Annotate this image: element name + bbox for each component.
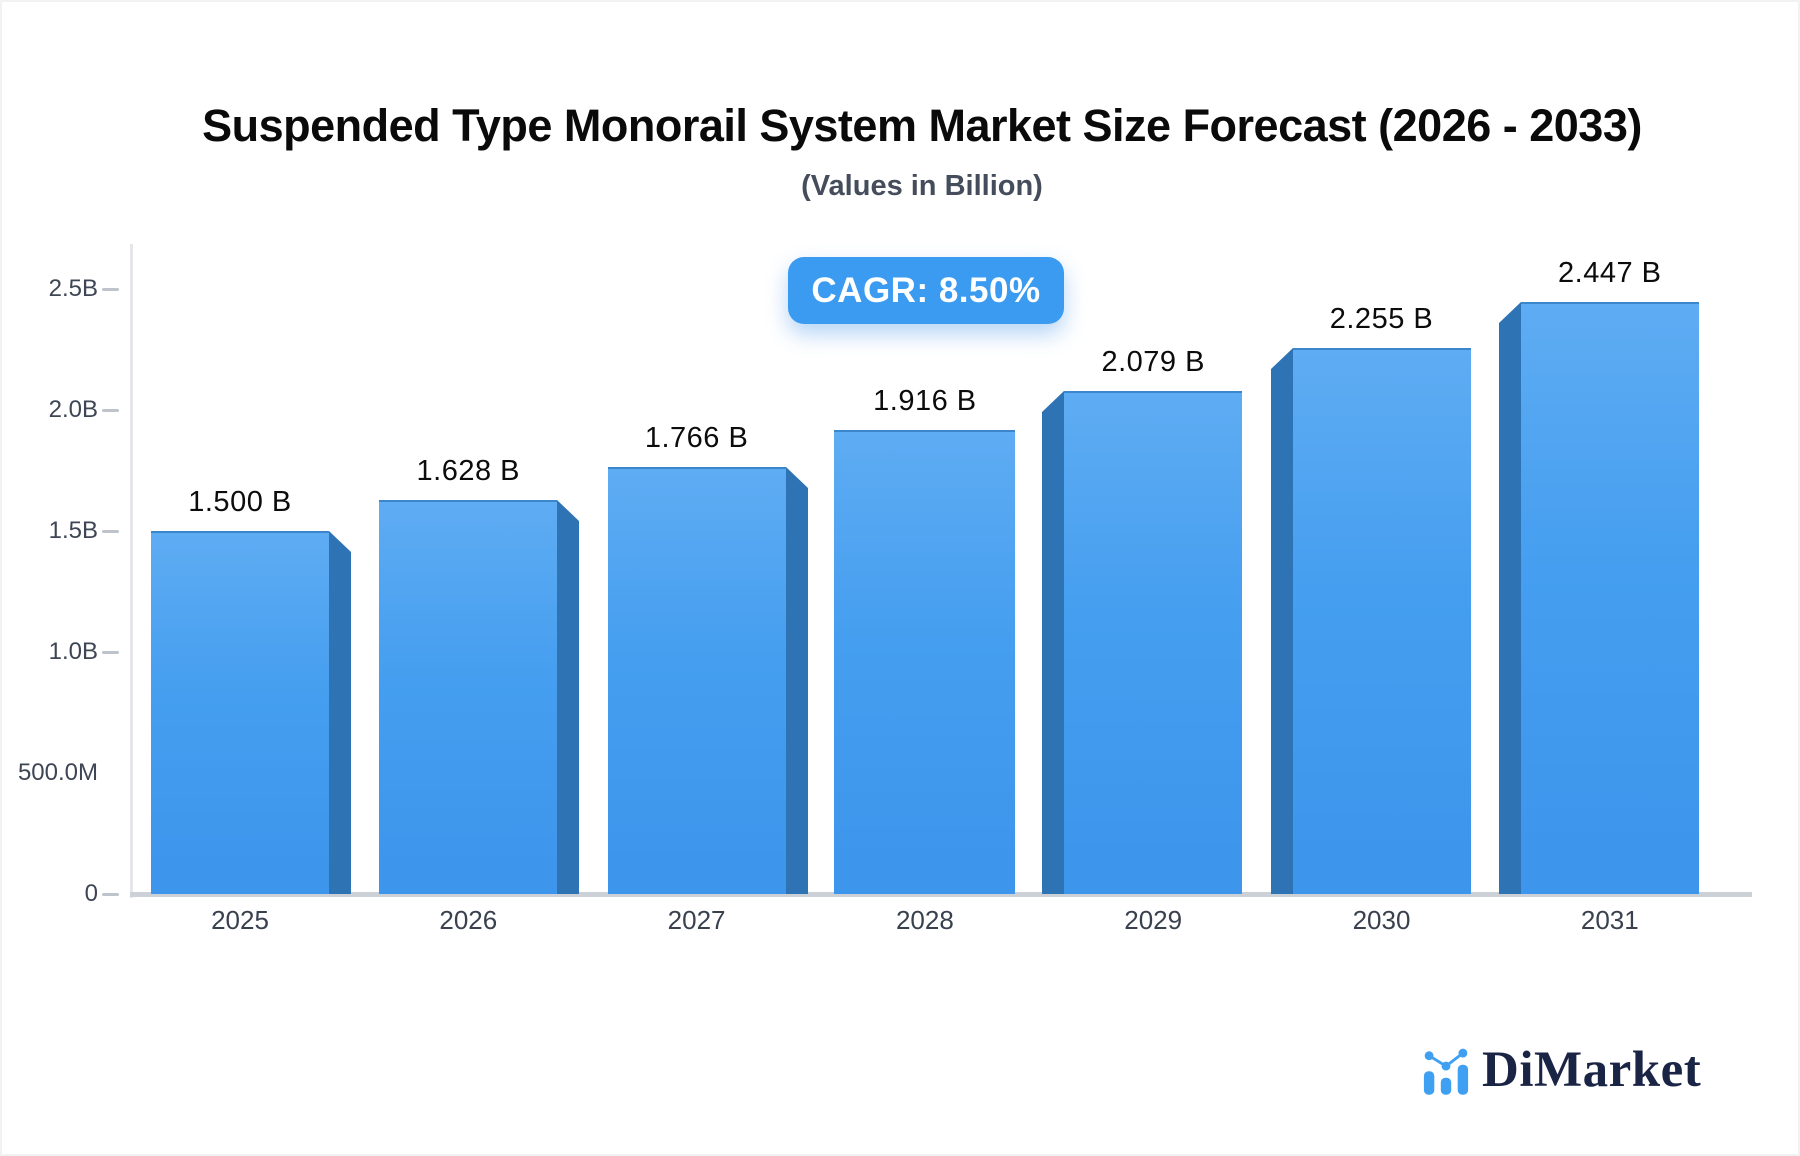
x-axis-line	[130, 892, 1752, 897]
x-tick-label: 2026	[439, 905, 498, 935]
y-tick-label: 1.0B	[48, 638, 98, 665]
bar-value-label: 1.916 B	[873, 385, 977, 417]
bar-value-label: 2.079 B	[1101, 346, 1205, 378]
y-tick-mark	[102, 409, 119, 412]
y-tick-label: 0	[84, 880, 98, 907]
y-tick-label: 500.0M	[17, 759, 98, 786]
bar-3d-side	[1042, 391, 1064, 894]
brand-name: DiMarket	[1482, 1042, 1702, 1098]
y-tick-label: 2.5B	[48, 275, 98, 302]
bar-3d-side	[1271, 348, 1293, 894]
y-tick-mark	[102, 651, 119, 654]
bar-value-label: 1.628 B	[416, 455, 521, 487]
x-tick-label: 2028	[895, 905, 954, 935]
cagr-badge-label: CAGR: 8.50%	[811, 270, 1041, 310]
y-tick-mark	[102, 530, 119, 533]
x-tick-label: 2029	[1124, 905, 1183, 935]
bar-2031	[1521, 302, 1699, 894]
bar-3d-side	[329, 531, 351, 894]
bar-3d-side	[1499, 302, 1521, 894]
bar-value-label: 2.447 B	[1558, 257, 1662, 289]
chart-subtitle: (Values in Billion)	[801, 170, 1043, 202]
x-tick-label: 2027	[667, 905, 726, 935]
x-tick-label: 2025	[211, 905, 269, 935]
bar-2026	[379, 500, 557, 894]
bar-2028	[834, 430, 1015, 894]
chart-title: Suspended Type Monorail System Market Si…	[202, 100, 1642, 151]
x-tick-label: 2031	[1580, 905, 1639, 935]
bar-2025	[151, 531, 329, 894]
y-axis-line	[130, 244, 133, 898]
bar-value-label: 1.766 B	[644, 422, 749, 454]
y-tick-mark	[102, 893, 119, 896]
bar-chart-logo-icon	[1423, 1048, 1469, 1095]
y-tick-label: 1.5B	[48, 517, 98, 544]
cagr-badge: CAGR: 8.50%	[788, 257, 1064, 324]
y-tick-mark	[102, 288, 119, 291]
bar-2027	[608, 467, 786, 894]
bar-2030	[1293, 348, 1471, 894]
brand-logo: DiMarket	[1420, 1040, 1701, 1096]
bar-value-label: 1.500 B	[188, 486, 292, 518]
bar-3d-side	[557, 500, 579, 894]
x-tick-label: 2030	[1352, 905, 1411, 935]
bar-2029	[1064, 391, 1242, 894]
y-tick-label: 2.0B	[48, 396, 98, 423]
bar-value-label: 2.255 B	[1329, 303, 1434, 335]
bar-3d-side	[786, 467, 808, 894]
